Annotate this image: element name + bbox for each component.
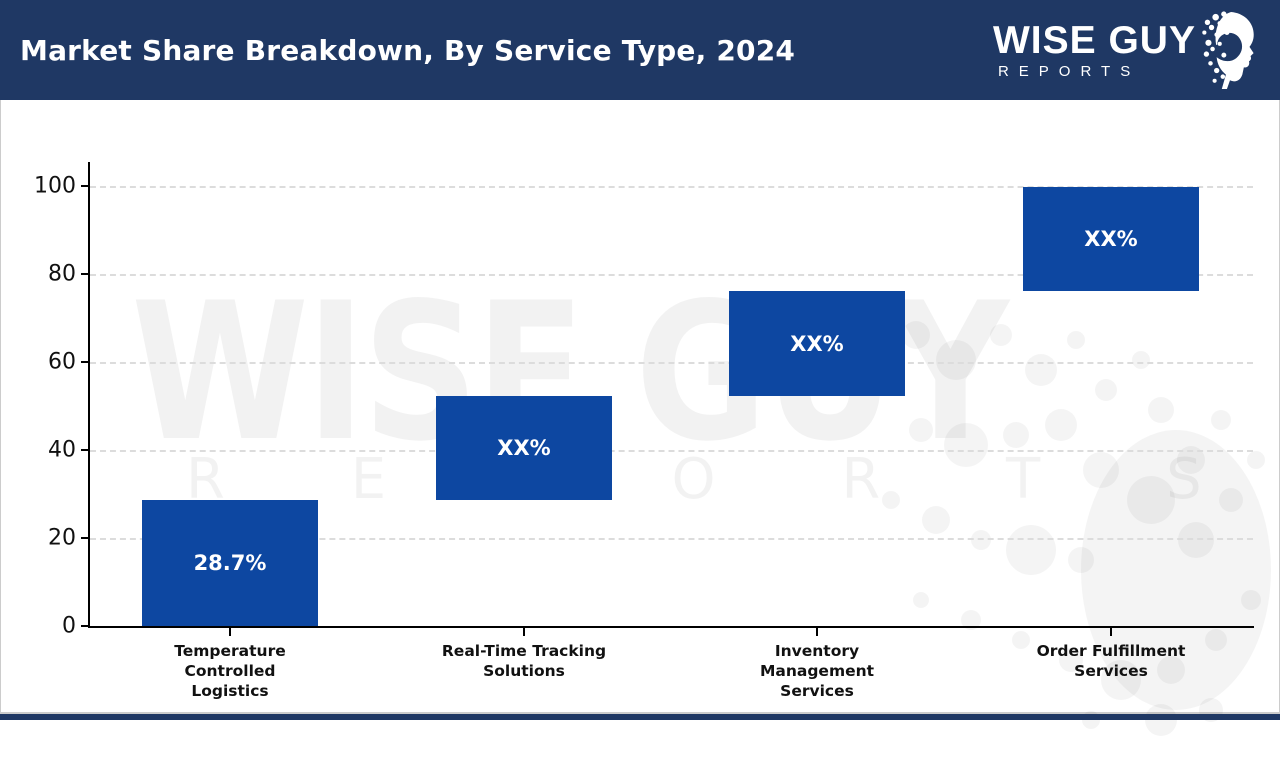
y-tick-label: 40 [48,437,76,463]
bar-value-label: XX% [790,331,844,356]
brand-logo: WISE GUY REPORTS [993,10,1262,90]
bar-segment: XX% [436,395,612,500]
gridline [90,538,1253,540]
bar-value-label: 28.7% [193,550,267,575]
y-tick-mark [81,449,89,451]
y-tick-label: 100 [34,173,76,199]
gridline [90,362,1253,364]
header-bar: Market Share Breakdown, By Service Type,… [0,0,1280,100]
gridline [90,450,1253,452]
x-tick-mark [523,628,525,636]
y-tick-mark [81,625,89,627]
y-tick-mark [81,361,89,363]
y-tick-mark [81,185,89,187]
gridline [90,186,1253,188]
x-axis-line [88,626,1254,628]
brand-logo-text: WISE GUY REPORTS [993,21,1196,80]
y-tick-mark [81,537,89,539]
footer-bar [0,714,1280,720]
x-category-label: Inventory Management Services [759,642,875,700]
x-tick-mark [1110,628,1112,636]
x-tick-mark [816,628,818,636]
brand-subname: REPORTS [997,62,1141,80]
bar-value-label: XX% [497,435,551,460]
watermark-subtext: R E P O R T S [186,447,1256,512]
y-axis-line [88,162,90,628]
y-tick-label: 20 [48,525,76,551]
x-tick-mark [229,628,231,636]
x-category-label: Order Fulfillment Services [1036,642,1186,680]
x-category-label: Temperature Controlled Logistics [174,642,286,700]
bar-segment: XX% [729,291,905,396]
page-title: Market Share Breakdown, By Service Type,… [20,33,796,67]
y-tick-label: 60 [48,349,76,375]
plot-region: 0 20 40 60 80 100 28.7% Temperature Controlled … [34,162,1254,700]
y-tick-mark [81,273,89,275]
bar-value-label: XX% [1084,227,1138,251]
brand-name: WISE GUY [992,18,1196,62]
y-tick-label: 80 [48,261,76,287]
bar-segment: 28.7% [142,499,318,626]
gridline [90,274,1253,276]
watermark-dots-icon [871,321,1271,736]
x-category-label: Real-Time Tracking Solutions [441,642,607,680]
bar-segment: XX% [1023,186,1199,292]
face-profile-logo-icon [1202,11,1254,89]
y-tick-label: 0 [62,613,76,639]
